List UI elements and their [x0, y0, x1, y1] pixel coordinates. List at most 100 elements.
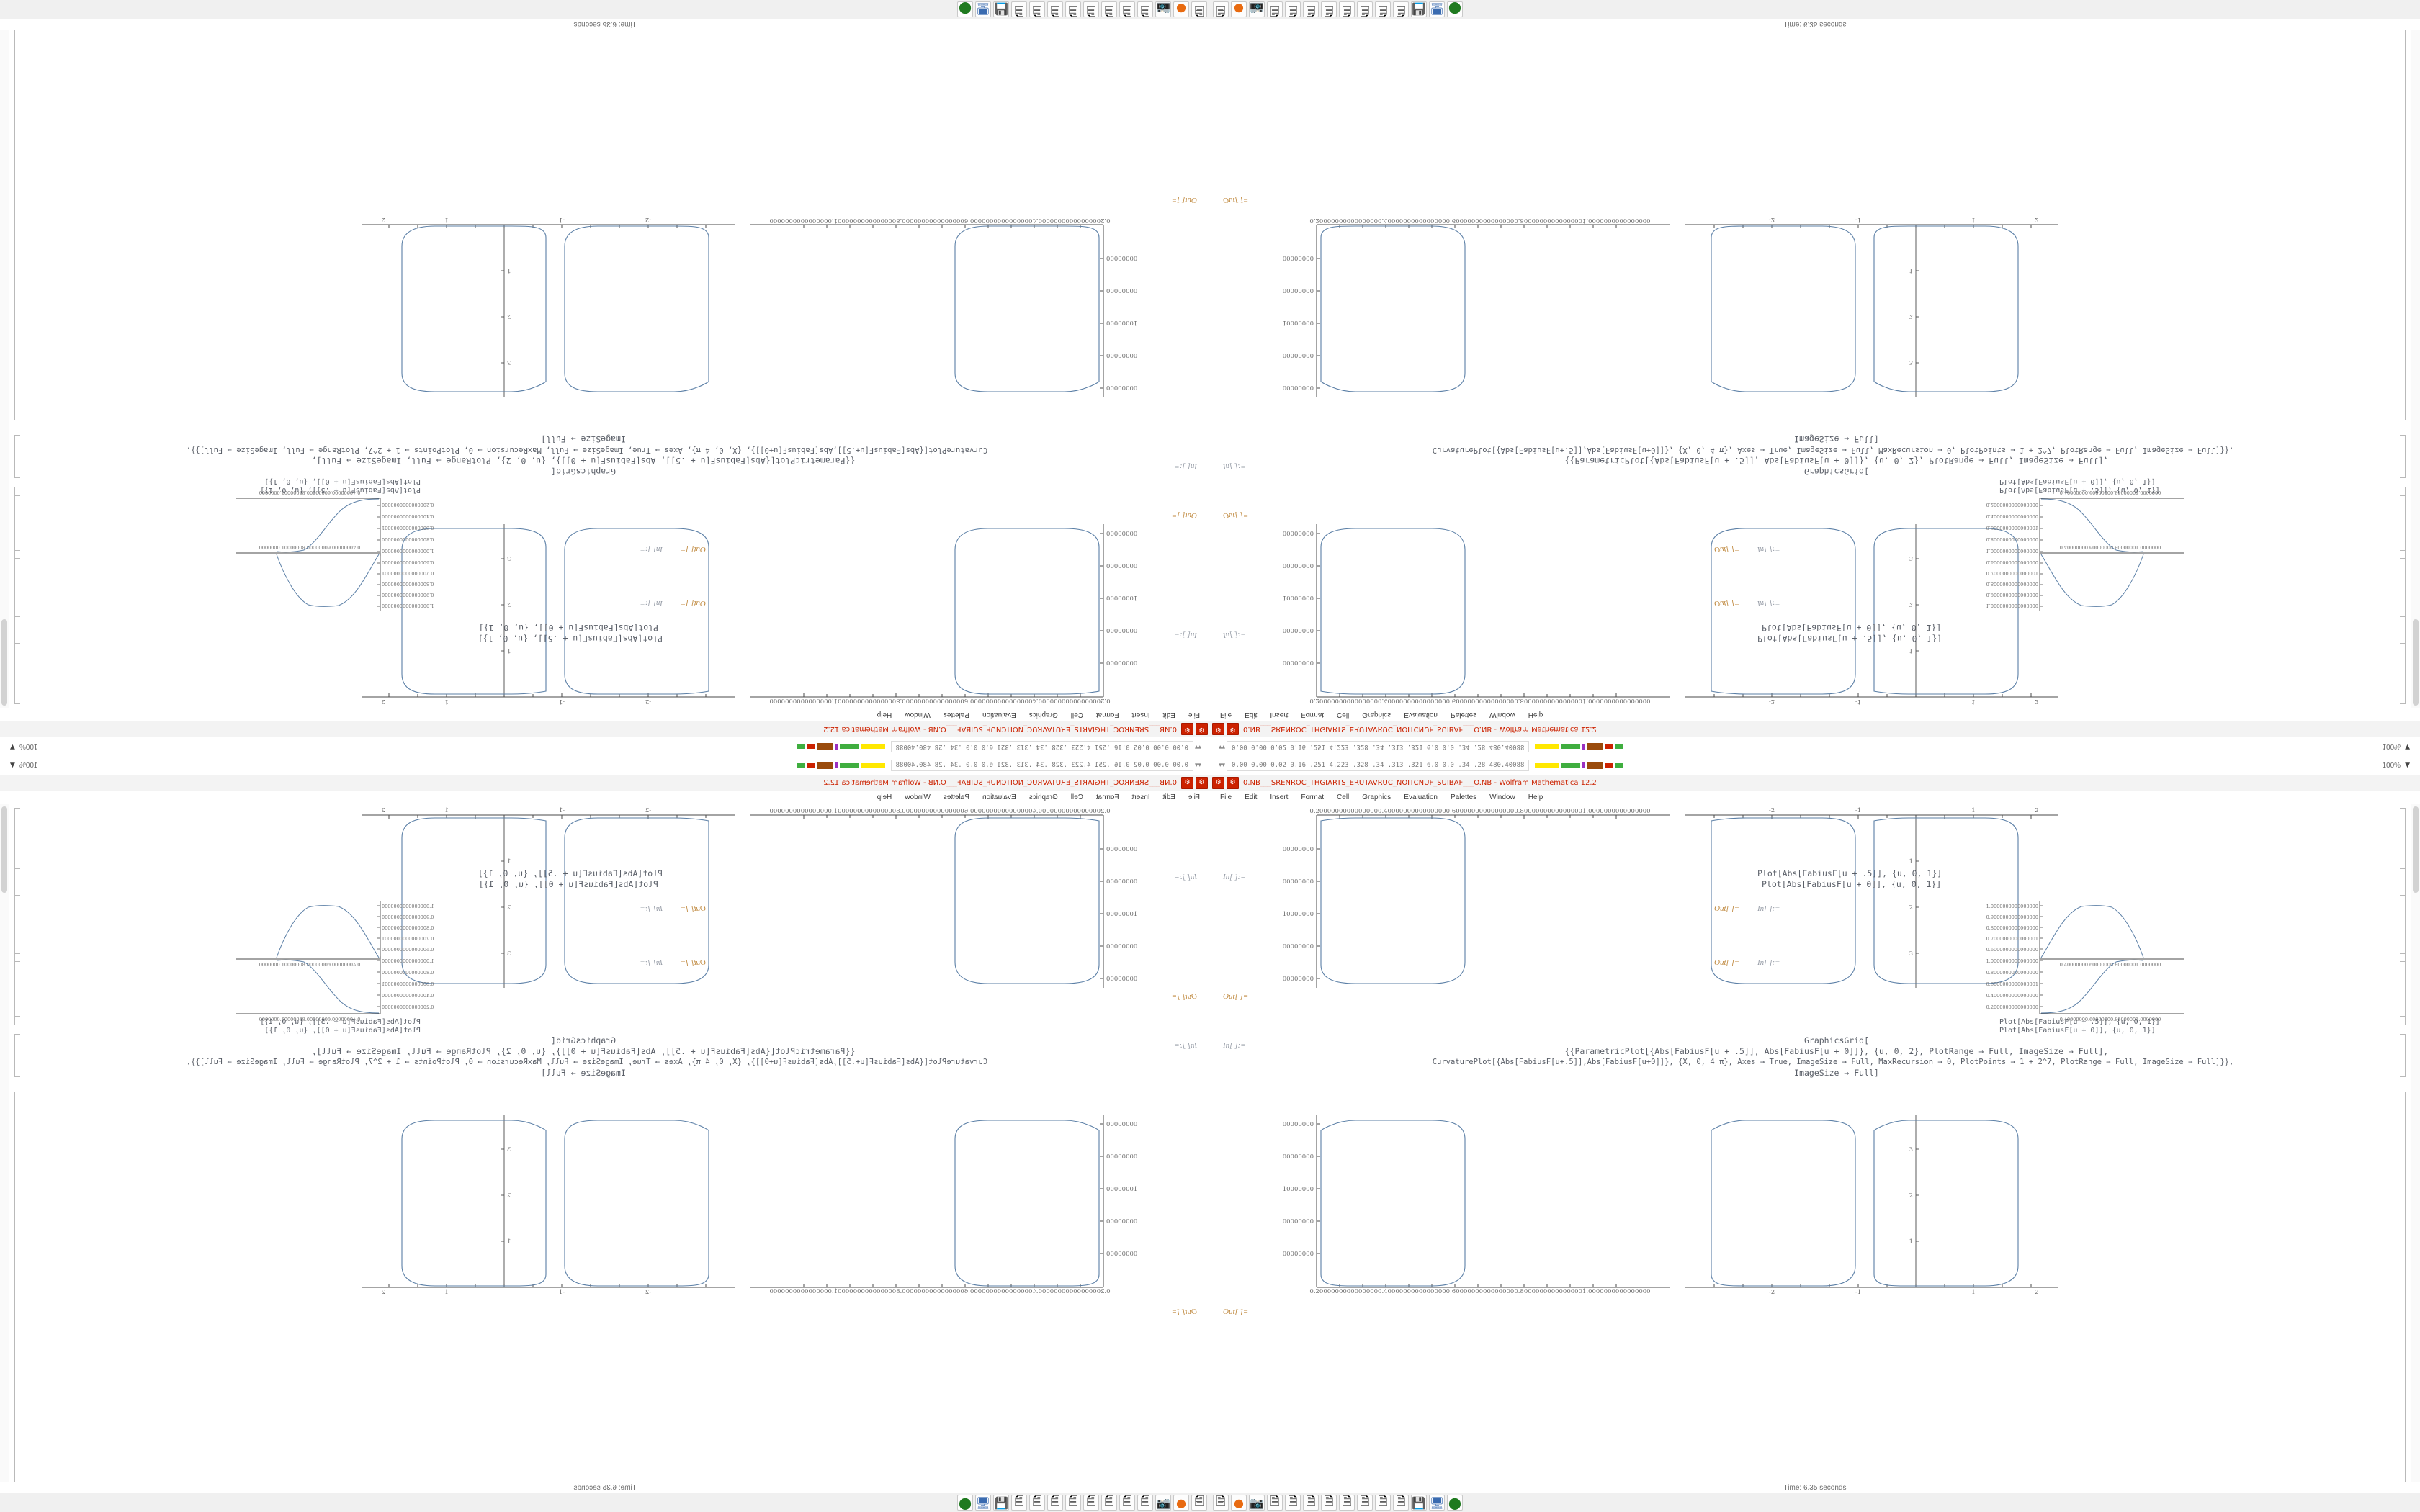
menu-item-help[interactable]: Help: [877, 793, 892, 801]
camera-icon[interactable]: 📷: [1155, 1, 1171, 17]
gear-icon[interactable]: ⚙: [1212, 723, 1224, 736]
menu-item-file[interactable]: File: [1188, 711, 1200, 719]
menu-item-window[interactable]: Window: [905, 711, 931, 719]
menu-item-format[interactable]: Format: [1301, 711, 1325, 719]
notepad-icon[interactable]: 🗎: [1357, 1, 1373, 19]
code-echo-plot-zero[interactable]: Plot[Abs[FabiusF[u + 0]], {u, 0, 1}]: [1999, 477, 2156, 485]
notepad-icon[interactable]: 🗎: [1321, 1494, 1337, 1511]
zoom-level[interactable]: 100%: [2382, 761, 2401, 770]
gear-icon[interactable]: ⚙: [1212, 776, 1224, 789]
firefox-icon[interactable]: ●: [1231, 1, 1247, 17]
document-icon[interactable]: 🖹: [1191, 1494, 1207, 1511]
menu-item-file[interactable]: File: [1188, 793, 1200, 801]
chevron-down-icon[interactable]: ▾▾: [1219, 743, 1226, 750]
notepad-icon[interactable]: 🗎: [1047, 1, 1063, 19]
code-echo-plot-zero[interactable]: Plot[Abs[FabiusF[u + 0]], {u, 0, 1}]: [264, 1027, 421, 1035]
caret-down-icon[interactable]: ▼: [10, 743, 15, 750]
scrollbar-thumb[interactable]: [2413, 806, 2419, 893]
notepad-icon[interactable]: 🗎: [1137, 1494, 1153, 1511]
menu-item-palettes[interactable]: Palettes: [1451, 711, 1477, 719]
menu-item-cell[interactable]: Cell: [1070, 711, 1083, 719]
code-line-imagesize[interactable]: ImageSize → Full]: [1794, 434, 1879, 444]
monitor-icon[interactable]: 🖥: [1429, 1495, 1445, 1511]
firefox-icon[interactable]: ●: [1231, 1495, 1247, 1511]
mathematica-icon[interactable]: ⬤: [1447, 1, 1463, 17]
menu-item-palettes[interactable]: Palettes: [1451, 793, 1477, 801]
cell-bracket[interactable]: [2400, 550, 2406, 613]
code-line-curvatureplot[interactable]: CurvaturePlot[{Abs[FabiusF[u+.5]],Abs[Fa…: [1432, 446, 2234, 454]
notepad-icon[interactable]: 🗎: [1101, 1494, 1117, 1511]
code-line-graphicsgrid-open[interactable]: GraphicsGrid[: [1803, 1035, 1869, 1045]
taskbar[interactable]: 🖹 ● 📷 🗎 🗎 🗎 🗎 🗎 🗎 🗎 🗎 💾 🖥 ⬤: [0, 0, 1210, 19]
notepad-icon[interactable]: 🗎: [1303, 1494, 1319, 1511]
menu-item-palettes[interactable]: Palettes: [943, 793, 969, 801]
menu-item-format[interactable]: Format: [1095, 793, 1119, 801]
vertical-scrollbar[interactable]: [2411, 804, 2420, 1512]
mathematica-icon[interactable]: ⬤: [957, 1, 973, 17]
cell-bracket[interactable]: [2400, 1092, 2406, 1496]
gear-icon[interactable]: ⚙: [1227, 723, 1239, 736]
menu-item-window[interactable]: Window: [1489, 793, 1515, 801]
cell-bracket[interactable]: [14, 953, 20, 1017]
cell-bracket[interactable]: [2400, 495, 2406, 559]
floppy-disk-icon[interactable]: 💾: [1411, 1495, 1427, 1511]
notepad-icon[interactable]: 🗎: [1101, 1, 1117, 19]
notepad-icon[interactable]: 🗎: [1011, 1494, 1027, 1511]
vertical-scrollbar[interactable]: [2411, 0, 2420, 708]
code-plot-shift-zero[interactable]: Plot[Abs[FabiusF[u + 0]], {u, 0, 1}]: [478, 623, 658, 633]
code-line-curvatureplot[interactable]: CurvaturePlot[{Abs[FabiusF[u+.5]],Abs[Fa…: [186, 1058, 988, 1066]
notebook-body[interactable]: Out[ ]=: [0, 0, 1210, 708]
notepad-icon[interactable]: 🗎: [1083, 1, 1099, 19]
cell-bracket[interactable]: [14, 1092, 20, 1496]
cell-bracket[interactable]: [2400, 1034, 2406, 1077]
document-icon[interactable]: 🖹: [1213, 1494, 1229, 1511]
zoom-level[interactable]: 100%: [2382, 742, 2401, 751]
mathematica-icon[interactable]: ⬤: [1447, 1495, 1463, 1511]
code-line-parametricplot[interactable]: {{ParametricPlot[{Abs[FabiusF[u + .5]], …: [311, 456, 856, 466]
menu-item-format[interactable]: Format: [1095, 711, 1119, 719]
menu-item-insert[interactable]: Insert: [1270, 711, 1289, 719]
notepad-icon[interactable]: 🗎: [1065, 1, 1081, 19]
menu-item-edit[interactable]: Edit: [1162, 793, 1175, 801]
menu-item-insert[interactable]: Insert: [1131, 793, 1150, 801]
menu-item-graphics[interactable]: Graphics: [1028, 793, 1058, 801]
code-line-parametricplot[interactable]: {{ParametricPlot[{Abs[FabiusF[u + .5]], …: [311, 1046, 856, 1056]
caret-down-icon[interactable]: ▼: [2405, 743, 2410, 750]
firefox-icon[interactable]: ●: [1173, 1, 1189, 17]
floppy-disk-icon[interactable]: 💾: [1411, 1, 1427, 17]
menu-item-file[interactable]: File: [1220, 711, 1232, 719]
menu-item-palettes[interactable]: Palettes: [943, 711, 969, 719]
cell-bracket[interactable]: [14, 868, 20, 896]
cell-bracket[interactable]: [14, 435, 20, 478]
mathematica-icon[interactable]: ⬤: [957, 1495, 973, 1511]
taskbar[interactable]: 🖹 ● 📷 🗎 🗎 🗎 🗎 🗎 🗎 🗎 🗎 💾 🖥 ⬤: [0, 1493, 1210, 1512]
menu-item-cell[interactable]: Cell: [1337, 793, 1350, 801]
camera-icon[interactable]: 📷: [1249, 1, 1265, 17]
code-line-curvatureplot[interactable]: CurvaturePlot[{Abs[FabiusF[u+.5]],Abs[Fa…: [186, 446, 988, 454]
notepad-icon[interactable]: 🗎: [1011, 1, 1027, 19]
code-plot-shift-half[interactable]: Plot[Abs[FabiusF[u + .5]], {u, 0, 1}]: [478, 868, 663, 878]
notepad-icon[interactable]: 🗎: [1065, 1494, 1081, 1511]
menu-item-evaluation[interactable]: Evaluation: [982, 793, 1016, 801]
code-line-parametricplot[interactable]: {{ParametricPlot[{Abs[FabiusF[u + .5]], …: [1564, 456, 2109, 466]
camera-icon[interactable]: 📷: [1155, 1495, 1171, 1511]
cell-bracket[interactable]: [2400, 953, 2406, 1017]
menu-item-graphics[interactable]: Graphics: [1362, 793, 1392, 801]
document-icon[interactable]: 🖹: [1191, 1, 1207, 19]
menu-item-edit[interactable]: Edit: [1162, 711, 1175, 719]
cell-bracket[interactable]: [2400, 868, 2406, 896]
notepad-icon[interactable]: 🗎: [1303, 1, 1319, 19]
notepad-icon[interactable]: 🗎: [1137, 1, 1153, 19]
notepad-icon[interactable]: 🗎: [1029, 1, 1045, 19]
notepad-icon[interactable]: 🗎: [1357, 1494, 1373, 1511]
menu-item-help[interactable]: Help: [877, 711, 892, 719]
menu-item-edit[interactable]: Edit: [1245, 711, 1258, 719]
notepad-icon[interactable]: 🗎: [1393, 1494, 1409, 1511]
notebook-body[interactable]: Out[ ]=: [1210, 804, 2420, 1512]
notepad-icon[interactable]: 🗎: [1267, 1494, 1283, 1511]
caret-down-icon[interactable]: ▼: [10, 762, 15, 769]
menu-item-cell[interactable]: Cell: [1070, 793, 1083, 801]
code-plot-shift-zero[interactable]: Plot[Abs[FabiusF[u + 0]], {u, 0, 1}]: [1762, 879, 1942, 889]
scrollbar-thumb[interactable]: [2413, 619, 2419, 706]
cell-bracket[interactable]: [2400, 16, 2406, 420]
